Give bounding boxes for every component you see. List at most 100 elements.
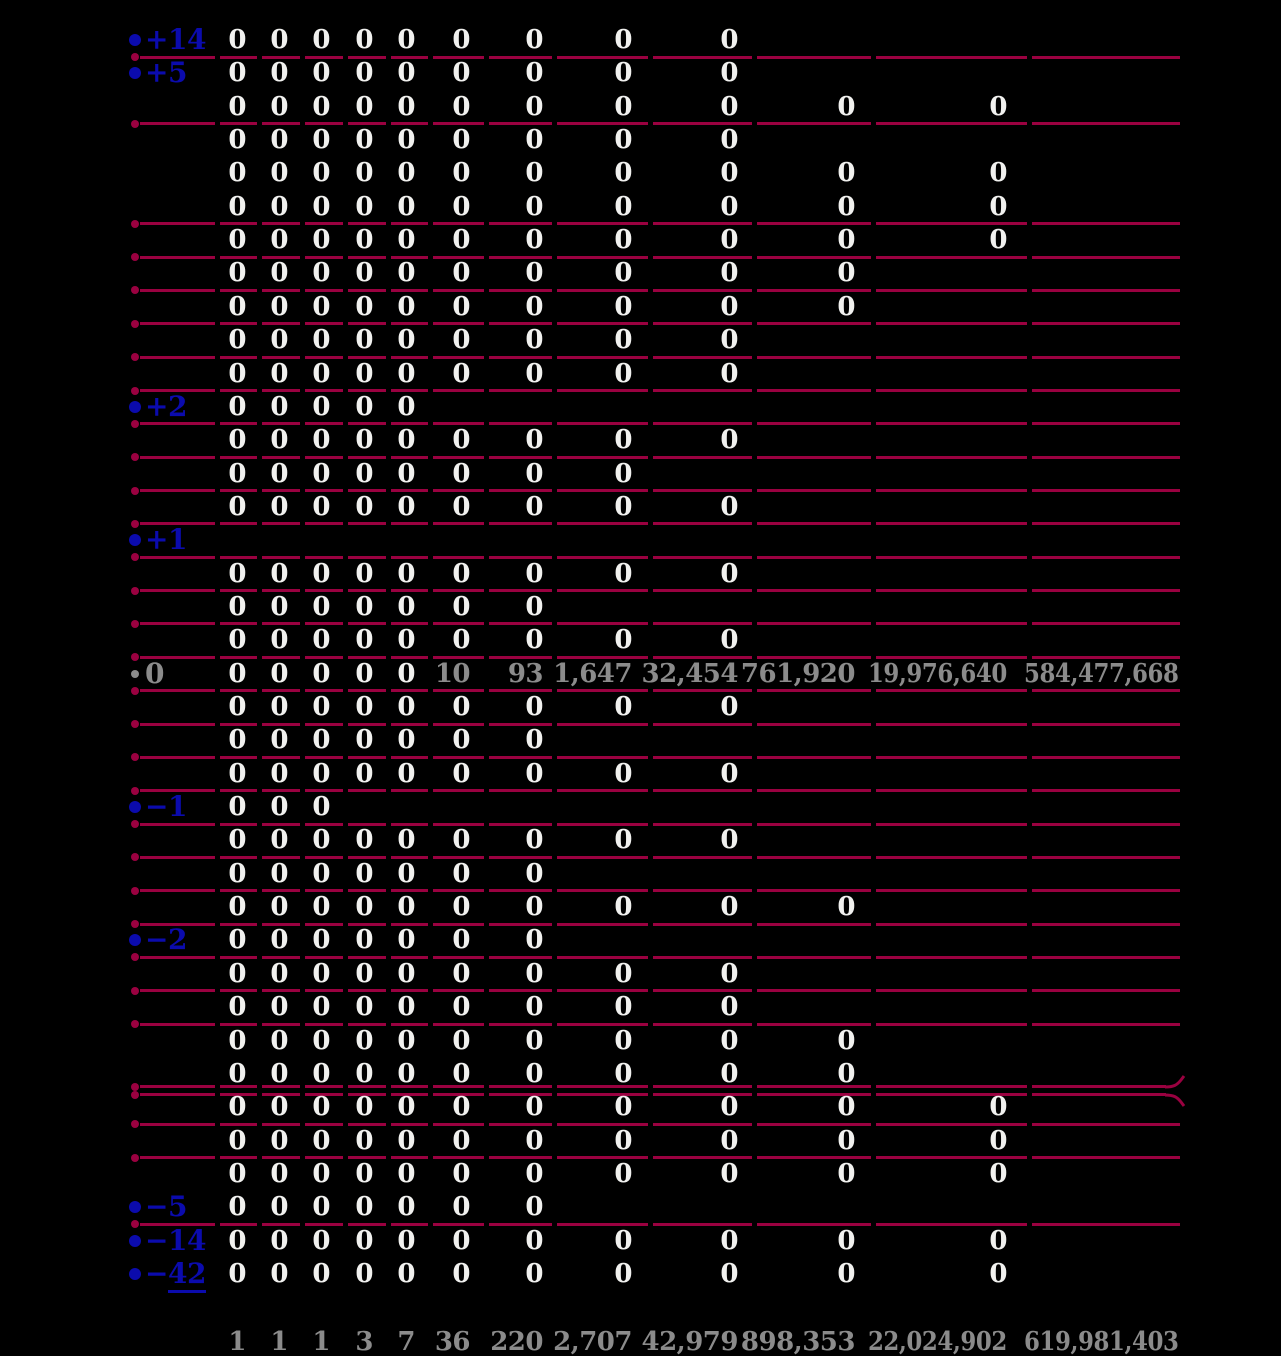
value-cell: 0 <box>312 725 330 756</box>
value-cell: 0 <box>355 725 373 756</box>
value-cell: 0 <box>397 625 415 656</box>
rule-line-segment <box>757 889 871 893</box>
rule-line-segment <box>220 822 257 826</box>
rule-line-segment <box>220 622 257 626</box>
rule-line-segment <box>757 589 871 593</box>
rule-line-segment <box>433 922 484 926</box>
value-cell: 0 <box>228 858 246 889</box>
rule-line-segment <box>391 489 428 493</box>
rule-line-segment <box>220 255 257 259</box>
value-cell: 0 <box>355 758 373 789</box>
rule-line-segment <box>653 922 752 926</box>
value-cell: 0 <box>720 1092 738 1123</box>
value-cell: 0 <box>228 91 246 122</box>
rule-line-segment <box>1032 689 1180 693</box>
value-cell: 0 <box>720 225 738 256</box>
value-cell: 0 <box>270 1125 288 1156</box>
rule-line-segment <box>876 122 1027 126</box>
rule-line-segment <box>391 722 428 726</box>
rule-line-segment <box>757 655 871 659</box>
value-cell: 0 <box>228 958 246 989</box>
value-cell: 0 <box>355 992 373 1023</box>
value-cell: 0 <box>312 125 330 156</box>
value-cell: 0 <box>312 1192 330 1223</box>
value-cell: 0 <box>525 191 543 222</box>
value-cell: 0 <box>270 258 288 289</box>
rule-line-segment <box>391 355 428 359</box>
totals-cell: 42,979 <box>641 1327 738 1356</box>
rule-line-segment <box>220 522 257 526</box>
rule-line-segment <box>433 789 484 793</box>
rule-line-segment <box>757 222 871 226</box>
rule-line-segment <box>348 1156 386 1160</box>
rule-line-segment <box>348 1022 386 1026</box>
rule-line-segment <box>348 689 386 693</box>
value-cell: 0 <box>270 858 288 889</box>
value-cell: 0 <box>525 491 543 522</box>
row-label: −14 <box>145 1223 206 1257</box>
rule-line-segment <box>391 655 428 659</box>
rule-line-segment <box>348 655 386 659</box>
rule-line-segment <box>876 555 1027 559</box>
value-cell: 0 <box>525 858 543 889</box>
value-cell: 0 <box>355 1092 373 1123</box>
totals-cell: 1 <box>312 1327 330 1356</box>
value-cell: 0 <box>228 25 246 55</box>
rule-line-segment <box>557 522 648 526</box>
value-cell: 0 <box>228 625 246 656</box>
rule-line-segment <box>433 455 484 459</box>
value-cell: 0 <box>228 425 246 456</box>
rule-line-segment <box>140 922 215 926</box>
value-cell: 0 <box>355 491 373 522</box>
value-cell: 0 <box>228 491 246 522</box>
rule-line-segment <box>757 1022 871 1026</box>
rule-line-segment <box>348 989 386 993</box>
value-cell: 0 <box>270 158 288 189</box>
value-cell: 0 <box>614 992 632 1023</box>
value-cell: 0 <box>837 1258 855 1289</box>
rule-line-segment <box>391 789 428 793</box>
rule-line-dot <box>131 453 139 462</box>
value-cell: 0 <box>270 825 288 856</box>
rule-line-segment <box>140 1222 215 1226</box>
value-cell: 0 <box>312 225 330 256</box>
rule-line-segment <box>653 855 752 859</box>
row-marker-dot-gray <box>131 669 139 678</box>
rule-line-segment <box>757 522 871 526</box>
totals-cell: 2,707 <box>553 1327 632 1356</box>
value-cell: 0 <box>989 158 1007 189</box>
rule-line-segment <box>1032 622 1180 626</box>
value-cell: 0 <box>452 1192 470 1223</box>
value-cell: 0 <box>397 258 415 289</box>
value-cell: 0 <box>614 558 632 589</box>
rule-line-segment <box>305 622 343 626</box>
rule-line-segment <box>262 55 300 59</box>
value-cell: 0 <box>837 1058 855 1089</box>
value-cell: 0 <box>355 458 373 489</box>
rule-line-segment <box>653 1222 752 1226</box>
rule-line-segment <box>348 1122 386 1126</box>
value-cell: 0 <box>720 1158 738 1189</box>
row-marker-dot <box>129 400 141 413</box>
rule-line-segment <box>305 355 343 359</box>
rule-line-segment <box>433 855 484 859</box>
rule-line-segment <box>305 522 343 526</box>
value-cell: 0 <box>397 191 415 222</box>
value-cell: 0 <box>355 558 373 589</box>
value-cell: 0 <box>397 858 415 889</box>
rule-line-segment <box>489 1122 552 1126</box>
rule-line-segment <box>876 1222 1027 1226</box>
rule-line-segment <box>433 1122 484 1126</box>
rule-line-segment <box>262 955 300 959</box>
value-cell: 0 <box>452 692 470 722</box>
value-cell: 0 <box>270 1058 288 1089</box>
rule-line-segment <box>489 389 552 392</box>
value-cell: 0 <box>312 825 330 856</box>
rule-line-segment <box>433 422 484 426</box>
value-cell: 0 <box>228 1258 246 1289</box>
rule-line-segment <box>305 255 343 259</box>
value-cell: 0 <box>720 1058 738 1089</box>
value-cell: 0 <box>452 458 470 489</box>
rule-line-segment <box>653 555 752 559</box>
rule-line-segment <box>876 822 1027 826</box>
